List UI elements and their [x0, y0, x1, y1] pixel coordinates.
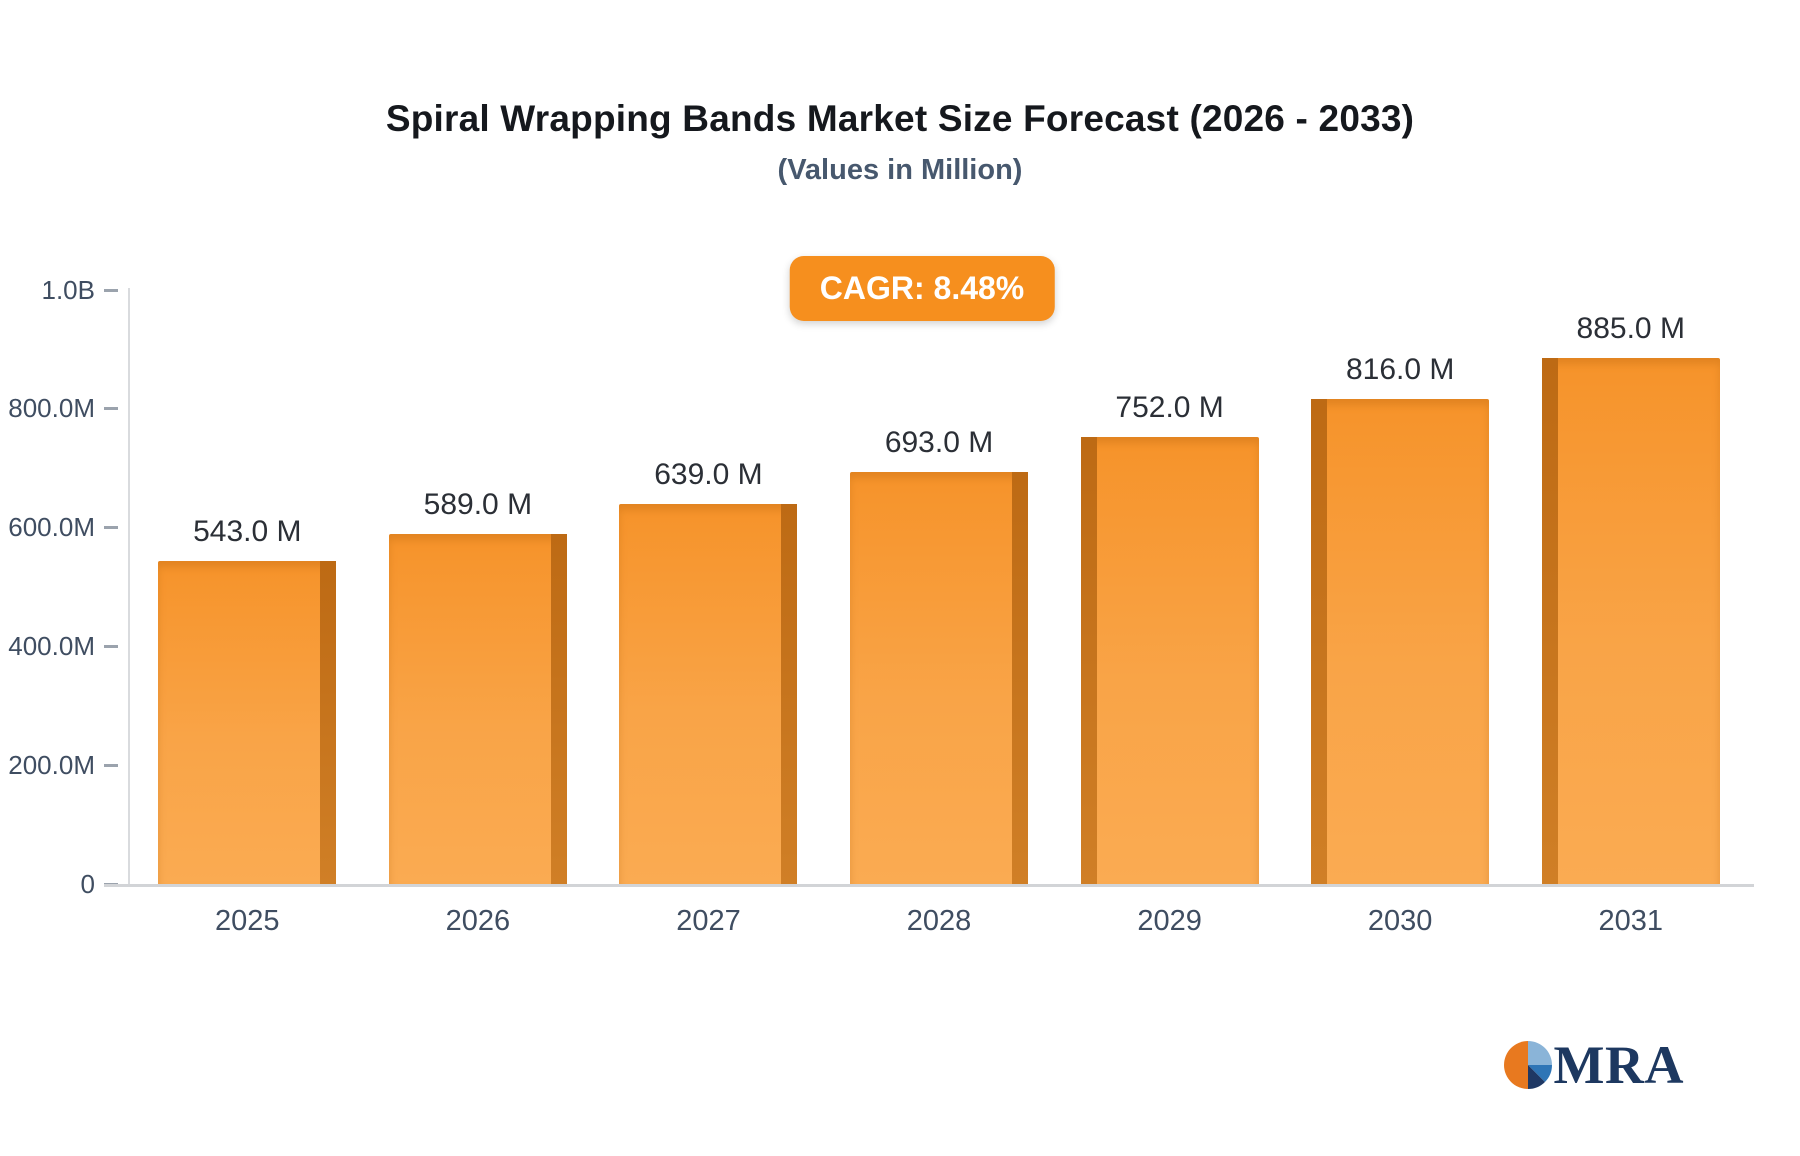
bar-2028 — [850, 472, 1029, 884]
y-tick-mark — [104, 288, 118, 292]
bar-2025 — [158, 561, 337, 884]
y-tick-mark — [104, 644, 118, 648]
chart-title: Spiral Wrapping Bands Market Size Foreca… — [385, 98, 1415, 139]
bar-column: 589.0 M 2026 — [363, 290, 594, 940]
x-axis-label: 2025 — [215, 905, 280, 937]
bar-2029 — [1080, 437, 1259, 884]
bar-2027 — [619, 504, 798, 884]
x-axis-label: 2029 — [1137, 905, 1202, 937]
bar-2026 — [388, 534, 567, 884]
bar-value-label: 816.0 M — [1345, 353, 1455, 387]
x-axis-label: 2030 — [1367, 905, 1433, 937]
bar-column: 816.0 M 2030 — [1285, 290, 1516, 940]
bar-value-label: 543.0 M — [193, 515, 302, 549]
bar-2031 — [1541, 358, 1720, 884]
y-tick-mark — [104, 763, 118, 767]
bar-edge-shadow — [1541, 358, 1558, 884]
x-axis-label: 2026 — [445, 905, 511, 937]
x-axis-label: 2027 — [676, 905, 741, 937]
bar-edge-shadow — [1311, 399, 1328, 884]
bar-column: 543.0 M 2025 — [132, 290, 363, 940]
bar-edge-shadow — [781, 504, 798, 884]
y-tick-mark — [104, 407, 118, 411]
y-tick-mark — [104, 526, 118, 530]
bar-value-label: 693.0 M — [884, 426, 994, 460]
bar-value-label: 752.0 M — [1115, 391, 1224, 425]
mra-logo-pie-icon — [1503, 1041, 1552, 1089]
cagr-badge: CAGR: 8.48% — [789, 256, 1055, 321]
bar-column: 693.0 M 2028 — [824, 290, 1055, 940]
x-axis-line — [104, 884, 1754, 887]
x-axis-label: 2031 — [1598, 905, 1664, 937]
mra-logo: MRA — [1503, 1035, 1684, 1095]
y-tick-label: 800.0M — [8, 393, 95, 424]
bar-column: 639.0 M 2027 — [593, 290, 824, 940]
bar-value-label: 639.0 M — [654, 458, 763, 492]
y-tick-label: 200.0M — [8, 749, 95, 780]
bar-series: 543.0 M 2025 589.0 M 2026 639.0 M 2027 693.0 M… — [132, 290, 1746, 940]
bar-column: 885.0 M 2031 — [1515, 290, 1746, 940]
mra-logo-text: MRA — [1553, 1035, 1684, 1095]
y-axis-line — [128, 288, 130, 886]
chart-subtitle: (Values in Million) — [777, 154, 1023, 186]
bar-column: 752.0 M 2029 — [1054, 290, 1285, 940]
y-tick-label: 0 — [80, 868, 95, 899]
bar-value-label: 885.0 M — [1576, 312, 1685, 346]
y-tick-label: 1.0B — [41, 274, 96, 305]
y-tick-label: 400.0M — [8, 630, 95, 661]
bar-edge-shadow — [1012, 472, 1029, 884]
y-tick-label: 600.0M — [8, 512, 95, 543]
bar-edge-shadow — [550, 534, 567, 884]
bar-edge-shadow — [1080, 437, 1097, 884]
bar-edge-shadow — [320, 561, 337, 884]
bar-value-label: 589.0 M — [423, 488, 533, 522]
bar-2030 — [1311, 399, 1490, 884]
x-axis-label: 2028 — [906, 905, 972, 937]
